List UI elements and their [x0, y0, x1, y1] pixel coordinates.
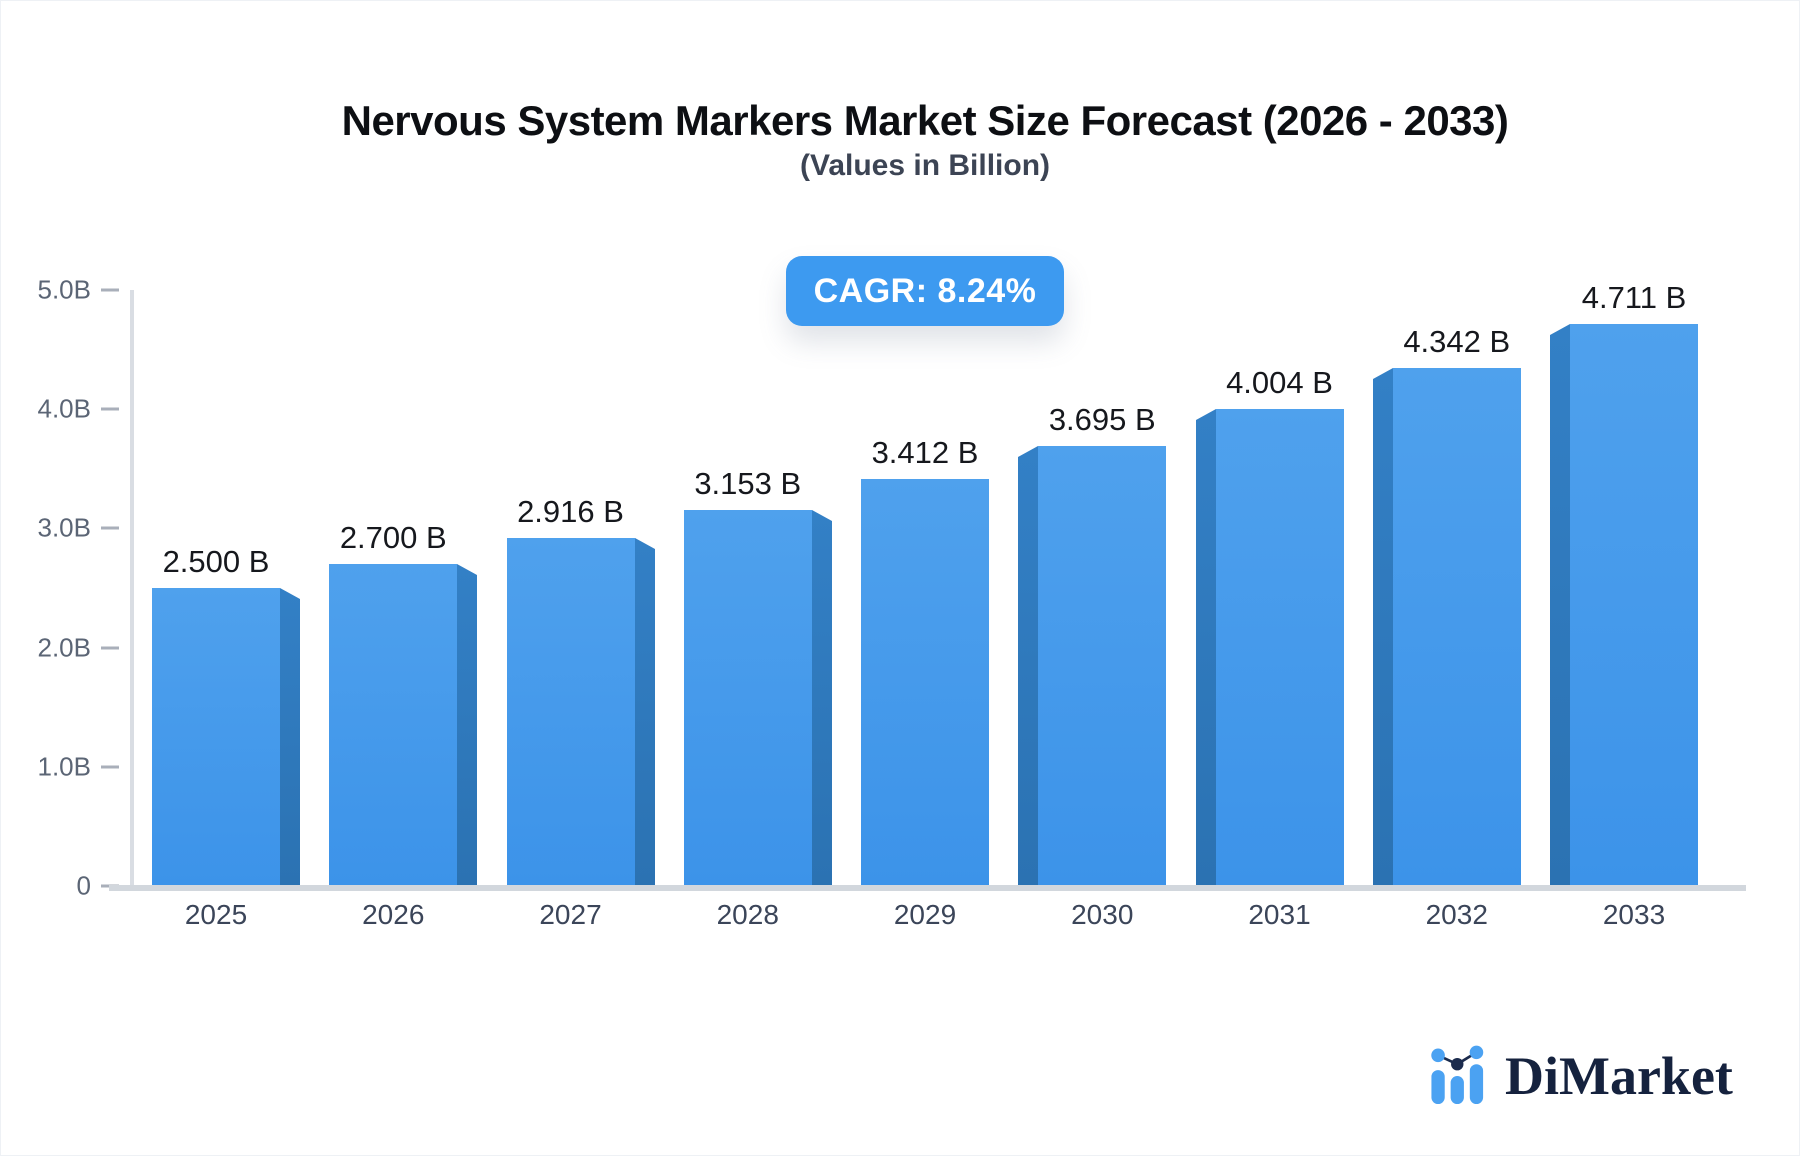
x-axis-label-2027: 2027: [539, 899, 602, 930]
y-tick-mark: [101, 765, 119, 769]
bar-side-face-2031: [1196, 409, 1216, 886]
bar-2029: [861, 479, 989, 886]
x-axis-label-2031: 2031: [1248, 899, 1311, 930]
bar-value-label-2028: 3.153 B: [694, 466, 802, 501]
bar-side-face-2027: [635, 538, 655, 886]
bar-value-label-2029: 3.412 B: [871, 435, 979, 470]
bar-2028: [684, 510, 812, 886]
bar-2031: [1216, 409, 1344, 886]
brand-logo: DiMarket: [1425, 1045, 1733, 1107]
y-axis-line: [130, 290, 134, 888]
y-tick-label: 4.0B: [37, 393, 92, 424]
bar-value-label-2032: 4.342 B: [1403, 324, 1511, 359]
y-tick-mark: [101, 407, 119, 411]
bar-value-label-2027: 2.916 B: [517, 494, 624, 529]
y-tick-label: 0: [76, 870, 91, 901]
bar-value-label-2030: 3.695 B: [1048, 402, 1156, 437]
x-axis-baseline: [109, 885, 1746, 891]
bar-2030: [1038, 446, 1166, 886]
x-axis-label-2032: 2032: [1425, 899, 1488, 930]
bar-2025: [152, 588, 280, 886]
bar-2026: [329, 564, 457, 886]
bar-2027: [507, 538, 635, 886]
y-tick-label: 1.0B: [37, 751, 92, 782]
bar-side-face-2032: [1373, 368, 1393, 886]
x-axis-label-2028: 2028: [716, 899, 779, 930]
y-tick-mark: [101, 646, 119, 650]
x-axis-label-2030: 2030: [1071, 899, 1134, 930]
bar-side-face-2033: [1550, 324, 1570, 886]
x-axis-label-2033: 2033: [1602, 899, 1666, 930]
y-tick-label: 2.0B: [37, 632, 92, 663]
cagr-badge: CAGR: 8.24%: [786, 256, 1064, 326]
bar-side-face-2030: [1018, 446, 1038, 886]
bar-value-label-2026: 2.700 B: [339, 520, 447, 555]
bar-2032: [1393, 368, 1521, 886]
bar-value-label-2033: 4.711 B: [1581, 280, 1687, 315]
brand-name: DiMarket: [1505, 1046, 1733, 1106]
y-tick-label: 3.0B: [37, 512, 92, 543]
y-tick-mark: [101, 526, 119, 530]
bar-side-face-2025: [280, 588, 300, 886]
cagr-badge-label: CAGR: 8.24%: [813, 271, 1037, 310]
chart-subtitle: (Values in Billion): [799, 149, 1051, 182]
bar-2033: [1570, 324, 1698, 886]
x-axis-label-2026: 2026: [362, 899, 425, 930]
bar-value-label-2025: 2.500 B: [162, 544, 270, 579]
bar-side-face-2026: [457, 564, 477, 886]
mini-bar-chart-icon: [1431, 1045, 1484, 1105]
bar-value-label-2031: 4.004 B: [1226, 365, 1333, 400]
chart-title: Nervous System Markers Market Size Forec…: [341, 97, 1509, 144]
y-tick-mark: [101, 288, 119, 292]
bar-side-face-2028: [812, 510, 832, 886]
y-tick-label: 5.0B: [37, 274, 92, 305]
x-axis-label-2025: 2025: [184, 899, 248, 930]
x-axis-label-2029: 2029: [893, 899, 957, 930]
